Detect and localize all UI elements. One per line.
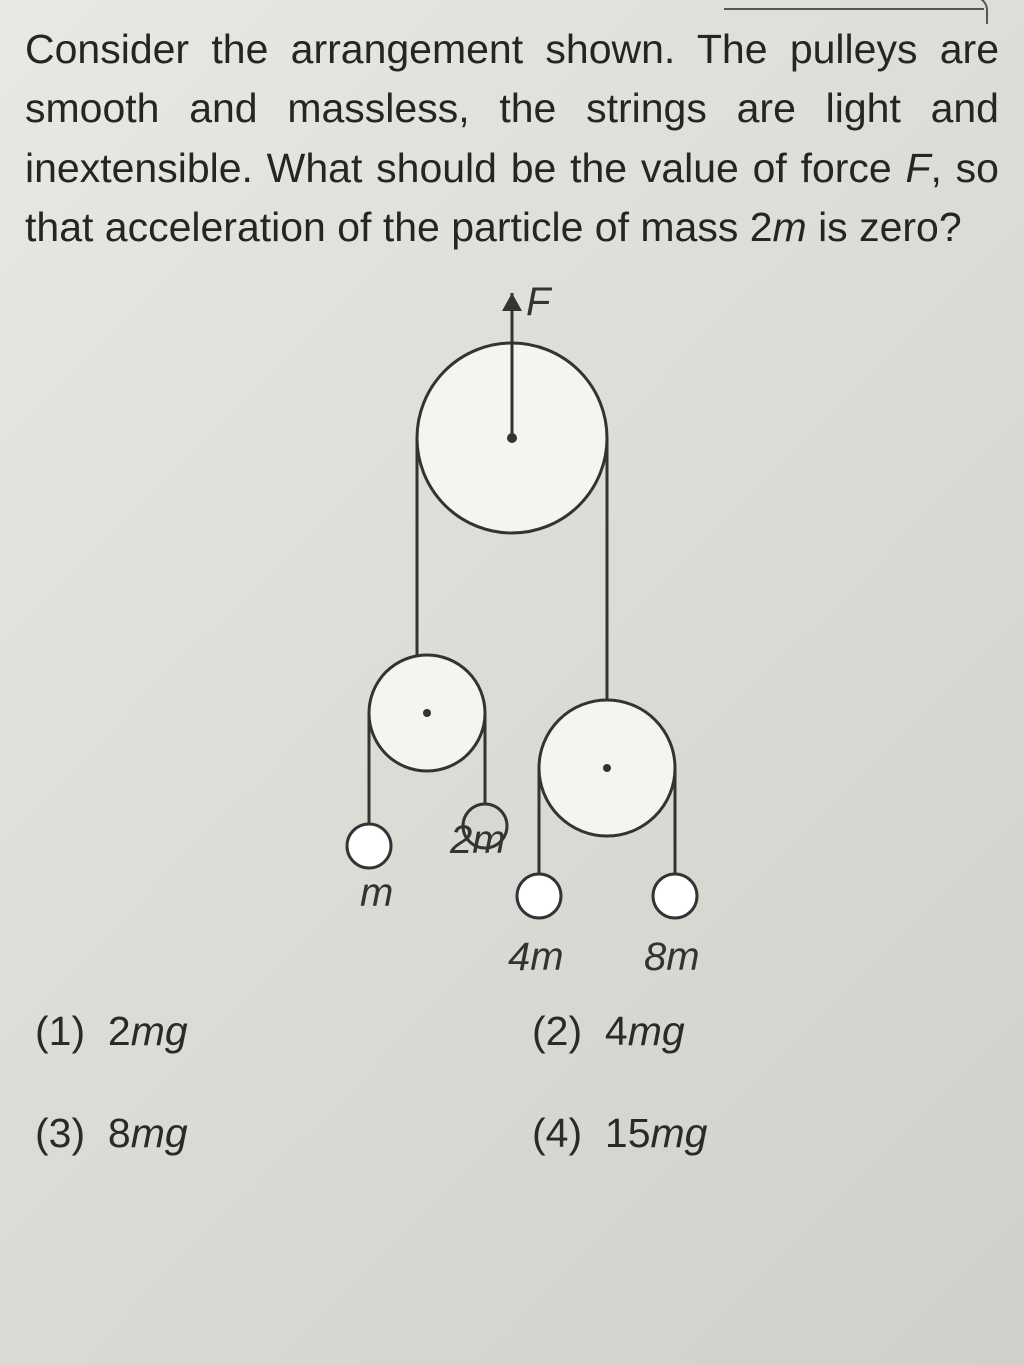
page-top-rule	[724, 8, 984, 10]
svg-text:F: F	[526, 280, 553, 324]
svg-text:2m: 2m	[449, 818, 506, 862]
q-mass-var: m	[773, 204, 807, 250]
pulley-diagram: Fm 2m 4m 8m	[272, 278, 752, 978]
opt-val: 2	[108, 1008, 131, 1054]
opt-val: 8	[108, 1110, 131, 1156]
option-1: (1) 2mg	[35, 1008, 492, 1055]
opt-num: (2)	[532, 1008, 582, 1054]
opt-unit: mg	[628, 1008, 685, 1054]
opt-num: (4)	[532, 1110, 582, 1156]
q-part1: Consider the arrangement shown. The pull…	[25, 26, 999, 191]
opt-unit: mg	[131, 1008, 188, 1054]
svg-text:m: m	[360, 871, 393, 915]
opt-num: (1)	[35, 1008, 85, 1054]
svg-text:8m: 8m	[644, 935, 700, 978]
opt-unit: mg	[131, 1110, 188, 1156]
q-part3: is zero?	[807, 204, 962, 250]
q-force-var: F	[905, 145, 930, 191]
opt-val: 4	[605, 1008, 628, 1054]
opt-num: (3)	[35, 1110, 85, 1156]
opt-unit: mg	[651, 1110, 708, 1156]
option-4: (4) 15mg	[532, 1110, 989, 1157]
svg-text:4m: 4m	[508, 935, 564, 978]
diagram-container: Fm 2m 4m 8m	[25, 278, 999, 978]
options-grid: (1) 2mg (2) 4mg (3) 8mg (4) 15mg	[25, 1008, 999, 1157]
question-text: Consider the arrangement shown. The pull…	[25, 20, 999, 258]
option-3: (3) 8mg	[35, 1110, 492, 1157]
option-2: (2) 4mg	[532, 1008, 989, 1055]
opt-val: 15	[605, 1110, 651, 1156]
